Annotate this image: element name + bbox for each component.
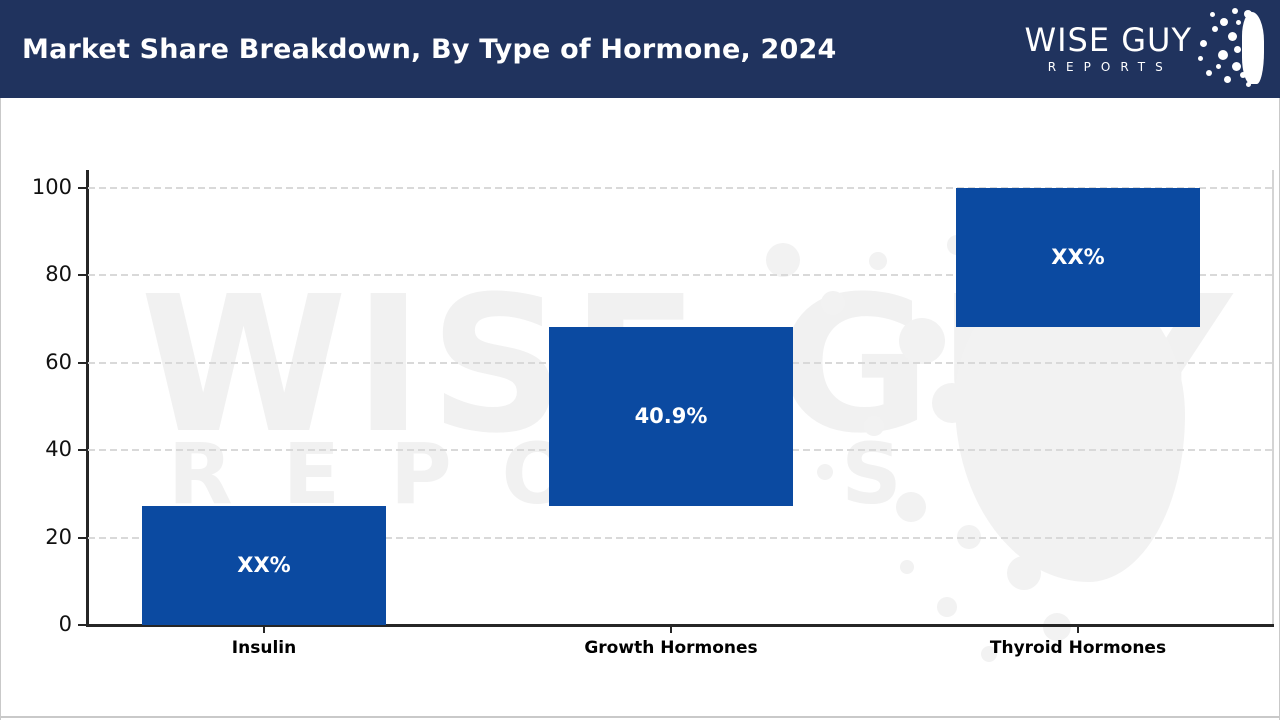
watermark-dot — [899, 318, 945, 364]
logo-dot — [1216, 64, 1221, 69]
logo-dot — [1234, 46, 1241, 53]
x-category-label: Thyroid Hormones — [989, 638, 1167, 658]
y-tick-label-20: 20 — [45, 524, 72, 549]
y-tick-40 — [78, 449, 86, 451]
logo-face-profile — [1242, 12, 1264, 84]
watermark-dot — [766, 243, 800, 277]
logo-dot — [1210, 12, 1215, 17]
watermark-dot — [997, 425, 1021, 449]
x-tick-0 — [263, 626, 265, 633]
y-tick-label-60: 60 — [45, 349, 72, 374]
watermark-dot — [896, 492, 926, 522]
gridline-80 — [88, 274, 1273, 276]
watermark-dot — [932, 383, 972, 423]
bar-value-label: 40.9% — [634, 404, 708, 429]
watermark-dot — [1043, 613, 1071, 641]
bar-thyroid-hormones: XX% — [956, 187, 1200, 327]
bar-insulin: XX% — [142, 505, 386, 625]
logo-dot — [1224, 76, 1231, 83]
header-band: Market Share Breakdown, By Type of Hormo… — [0, 0, 1280, 98]
y-tick-label-100: 100 — [31, 174, 72, 199]
y-tick-label-0: 0 — [58, 612, 72, 636]
chart-title: Market Share Breakdown, By Type of Hormo… — [22, 33, 837, 65]
logo-dot — [1212, 26, 1218, 32]
x-category-label: Growth Hormones — [584, 638, 758, 658]
y-tick-label-40: 40 — [45, 437, 72, 461]
watermark-dot — [1061, 476, 1081, 496]
logo-dot — [1232, 8, 1238, 14]
y-tick-label-80: 80 — [45, 262, 72, 286]
logo-dot — [1240, 72, 1246, 78]
brand-name: WISE GUY — [1024, 21, 1192, 60]
watermark-dot — [981, 646, 997, 662]
logo-dot — [1236, 20, 1241, 25]
y-tick-80 — [78, 274, 86, 276]
y-tick-60 — [78, 361, 86, 364]
logo-dot — [1228, 32, 1237, 41]
plot-right-spine — [1272, 170, 1274, 627]
y-tick-0 — [78, 624, 86, 626]
x-tick-1 — [670, 626, 672, 633]
bar-growth-hormones: 40.9% — [549, 326, 793, 506]
watermark-dot — [900, 560, 914, 574]
watermark-dot — [817, 464, 833, 480]
logo-dot — [1218, 50, 1228, 60]
watermark-dot — [864, 416, 884, 436]
logo-dot — [1198, 56, 1203, 61]
x-tick-2 — [1077, 626, 1079, 633]
page-border-bottom — [0, 716, 1280, 718]
brand-logo: WISE GUY REPORTS — [1024, 0, 1264, 98]
gridline-20 — [88, 536, 1273, 539]
brand-logo-text: WISE GUY REPORTS — [1024, 24, 1192, 74]
y-axis-line — [86, 170, 89, 627]
logo-dot — [1206, 70, 1212, 76]
brand-head-icon — [1198, 6, 1264, 92]
logo-dot — [1220, 18, 1228, 26]
watermark-dot — [821, 291, 845, 315]
gridline-100 — [88, 186, 1273, 189]
logo-dot — [1246, 82, 1251, 87]
y-tick-100 — [78, 186, 86, 189]
watermark-dot — [937, 597, 957, 617]
watermark-dot — [869, 252, 887, 270]
brand-subtitle: REPORTS — [1047, 59, 1173, 74]
page-border-left — [0, 98, 1, 720]
watermark-dot — [1007, 556, 1041, 590]
bar-value-label: XX% — [237, 553, 291, 578]
x-category-label: Insulin — [231, 638, 297, 658]
logo-dot — [1200, 40, 1207, 47]
x-axis-line — [86, 624, 1274, 627]
y-tick-20 — [78, 536, 86, 539]
bar-value-label: XX% — [1051, 245, 1105, 270]
logo-dot — [1232, 62, 1241, 71]
